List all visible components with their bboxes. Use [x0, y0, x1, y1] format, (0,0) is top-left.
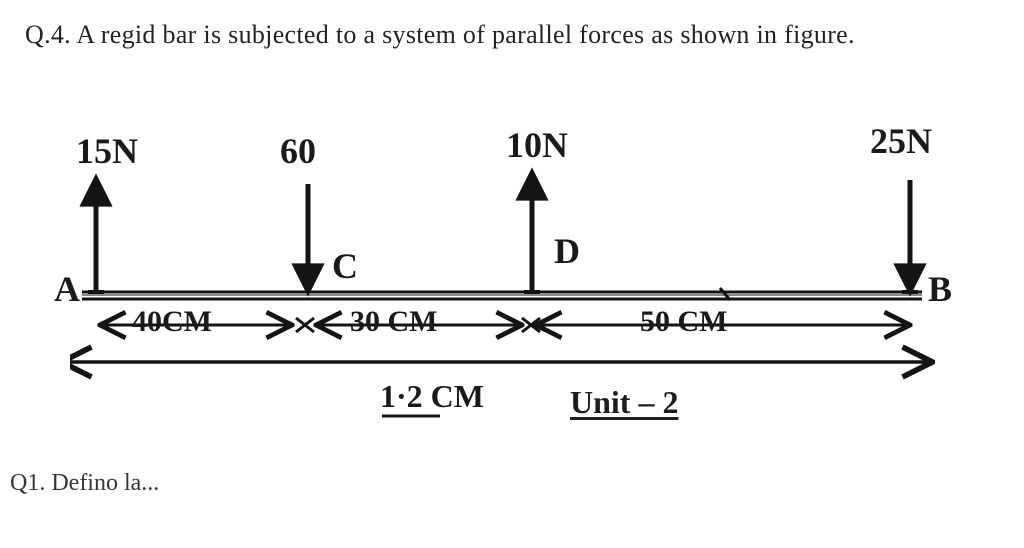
- force-label-a: 15N: [76, 130, 138, 172]
- force-label-b: 25N: [870, 120, 932, 162]
- point-label-b: B: [928, 268, 952, 310]
- question-body: A regid bar is subjected to a system of …: [76, 20, 854, 49]
- point-label-d: D: [554, 230, 580, 272]
- partial-next-question: Q1. Defino la...: [10, 470, 159, 497]
- force-label-c: 60: [280, 130, 316, 172]
- point-label-c: C: [332, 245, 358, 287]
- question-label: Q.4.: [25, 20, 71, 49]
- seg-label-cd: 30 CM: [350, 305, 437, 339]
- beam: [82, 292, 922, 299]
- force-label-d: 10N: [506, 124, 568, 166]
- question-line: Q.4. A regid bar is subjected to a syste…: [25, 20, 999, 50]
- diagram: 15N 60 10N 25N A C D B 40CM 30 CM 50 CM …: [70, 140, 960, 440]
- unit-heading: Unit – 2: [570, 384, 678, 421]
- point-label-a: A: [54, 268, 80, 310]
- seg-label-ac: 40CM: [132, 305, 212, 339]
- seg-label-db: 50 CM: [640, 305, 727, 339]
- diagram-svg: [70, 140, 970, 460]
- total-length-label: 1·2 CM: [380, 378, 484, 415]
